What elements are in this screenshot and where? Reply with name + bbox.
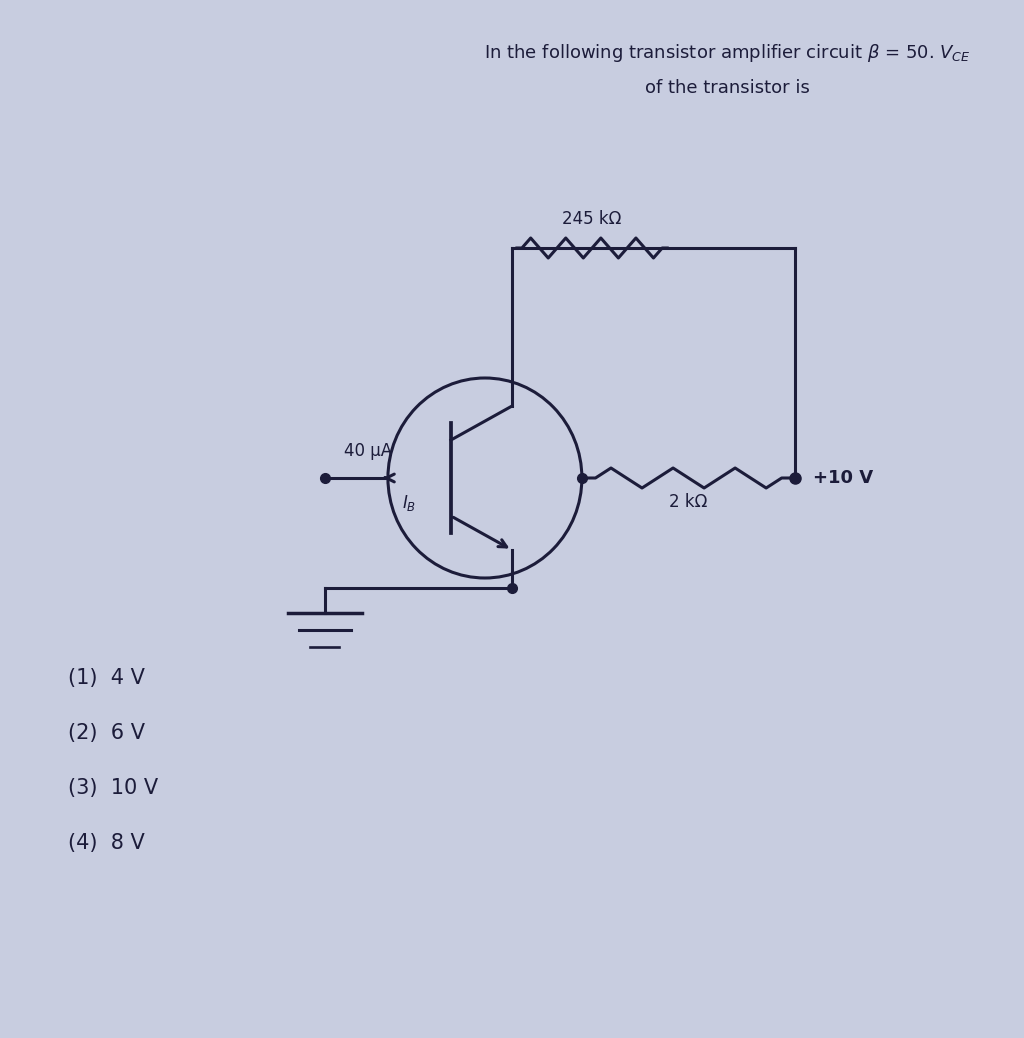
Text: (2)  6 V: (2) 6 V xyxy=(68,723,144,743)
Text: (1)  4 V: (1) 4 V xyxy=(68,668,144,688)
Text: (4)  8 V: (4) 8 V xyxy=(68,834,144,853)
Text: 40 μA: 40 μA xyxy=(344,442,392,460)
Text: 2 kΩ: 2 kΩ xyxy=(670,493,708,511)
Text: of the transistor is: of the transistor is xyxy=(645,79,810,97)
Text: In the following transistor amplifier circuit $\beta$ = 50. $V_{CE}$: In the following transistor amplifier ci… xyxy=(484,42,971,64)
Text: 245 kΩ: 245 kΩ xyxy=(562,210,622,228)
Text: $I_B$: $I_B$ xyxy=(402,493,417,513)
Text: (3)  10 V: (3) 10 V xyxy=(68,778,158,798)
Text: +10 V: +10 V xyxy=(813,469,872,487)
